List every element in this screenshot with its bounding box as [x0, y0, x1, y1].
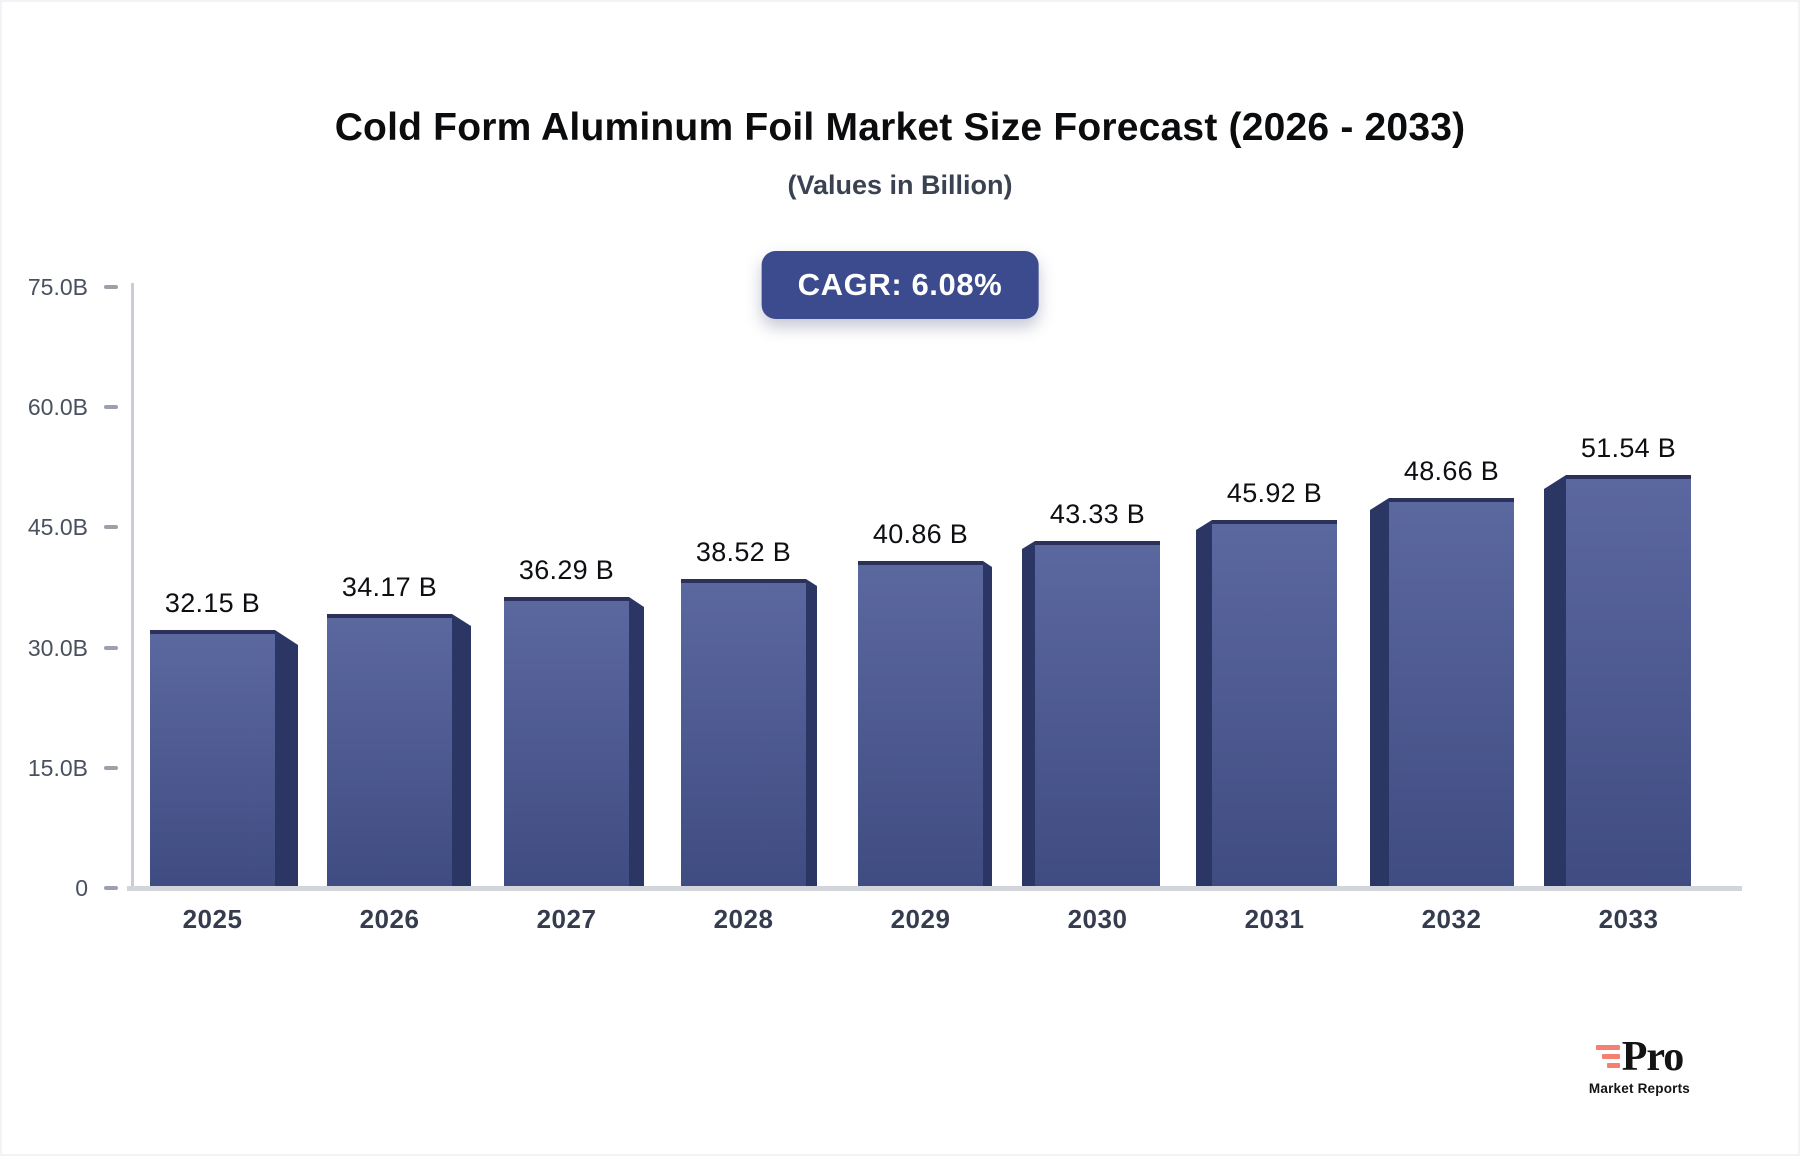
bar-value-label: 51.54 B — [1580, 433, 1677, 463]
y-axis-tick-mark — [104, 765, 118, 770]
x-axis-label-2028: 2028 — [713, 904, 774, 934]
bar-2033[interactable] — [1566, 475, 1691, 888]
cagr-badge: CAGR: 6.08% — [761, 251, 1039, 319]
chart-title: Cold Form Aluminum Foil Market Size Fore… — [334, 106, 1466, 149]
logo-brand-text: Pro — [1621, 1034, 1685, 1080]
y-axis-tick-mark — [104, 525, 118, 530]
bar-value-label: 32.15 B — [164, 588, 261, 618]
x-axis-label-2031: 2031 — [1244, 904, 1305, 934]
logo-bar-icon — [1606, 1063, 1620, 1068]
logo-tagline-text: Market Reports — [1588, 1081, 1690, 1096]
x-axis-label-2025: 2025 — [182, 904, 243, 934]
bar-value-label: 36.29 B — [518, 555, 615, 585]
bar-2031[interactable] — [1212, 520, 1337, 888]
bar-side-2031 — [1196, 520, 1212, 888]
bar-2025[interactable] — [150, 630, 275, 888]
y-axis-tick-mark — [104, 886, 118, 890]
bar-side-2025 — [275, 630, 298, 888]
bar-side-2027 — [629, 597, 644, 888]
bar-value-label: 34.17 B — [341, 572, 438, 602]
y-axis-tick-label: 30.0B — [27, 634, 88, 661]
y-axis-line — [131, 283, 134, 888]
bar-side-2033 — [1544, 475, 1566, 888]
bar-2029[interactable] — [858, 561, 983, 888]
logo-bars-icon — [1595, 1045, 1620, 1072]
logo-bar-icon — [1601, 1054, 1620, 1059]
y-axis-tick-mark — [104, 285, 118, 289]
bar-value-label: 43.33 B — [1049, 499, 1146, 529]
y-axis-tick-label: 15.0B — [27, 754, 88, 781]
x-axis-label-2032: 2032 — [1421, 904, 1482, 934]
x-axis-label-2029: 2029 — [890, 904, 951, 934]
bar-side-2028 — [806, 579, 817, 888]
y-axis-tick-label: 0 — [75, 875, 88, 901]
y-axis-tick-mark — [104, 405, 118, 410]
y-axis-tick-label: 60.0B — [27, 394, 88, 421]
bar-side-2032 — [1370, 498, 1389, 888]
bar-2030[interactable] — [1035, 541, 1160, 888]
bar-2027[interactable] — [504, 597, 629, 888]
bar-2032[interactable] — [1389, 498, 1514, 888]
bar-side-2029 — [983, 561, 992, 888]
y-axis-tick-label: 75.0B — [27, 274, 88, 300]
bar-side-2030 — [1022, 541, 1035, 888]
x-axis-line — [127, 886, 1742, 891]
bar-value-label: 48.66 B — [1403, 456, 1500, 486]
bar-value-label: 38.52 B — [695, 537, 792, 567]
y-axis-tick-mark — [104, 645, 118, 650]
bar-2026[interactable] — [327, 614, 452, 888]
bar-value-label: 45.92 B — [1226, 478, 1323, 508]
x-axis-label-2033: 2033 — [1598, 904, 1659, 934]
x-axis-label-2030: 2030 — [1067, 904, 1128, 934]
bar-2028[interactable] — [681, 579, 806, 888]
logo-row: Pro — [1595, 1034, 1685, 1080]
x-axis-label-2027: 2027 — [536, 904, 597, 934]
chart-subtitle: (Values in Billion) — [787, 170, 1013, 200]
y-axis-tick-label: 45.0B — [27, 514, 88, 541]
brand-logo: Pro Market Reports — [1589, 1036, 1690, 1096]
bar-side-2026 — [452, 614, 471, 888]
logo-bar-icon — [1595, 1045, 1620, 1050]
bar-value-label: 40.86 B — [872, 519, 969, 549]
x-axis-label-2026: 2026 — [359, 904, 420, 934]
